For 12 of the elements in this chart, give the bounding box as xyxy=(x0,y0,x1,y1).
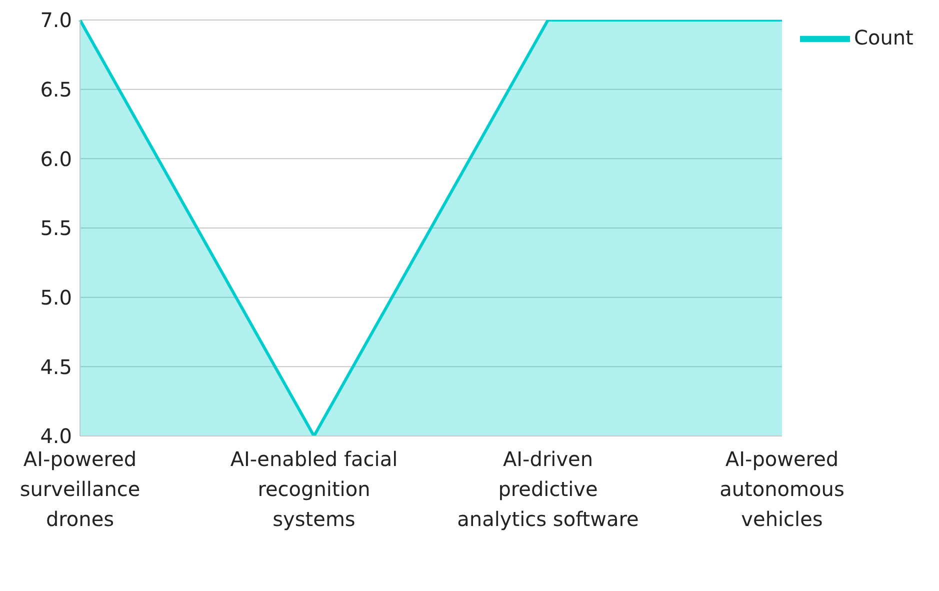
y-tick-label: 6.0 xyxy=(40,146,72,171)
y-tick-label: 7.0 xyxy=(40,8,72,32)
x-tick-label: AI-powered surveillance drones xyxy=(20,447,140,531)
legend-label: Count xyxy=(854,25,914,50)
x-tick-label: AI-enabled facial recognition systems xyxy=(230,447,398,531)
y-tick-label: 5.5 xyxy=(40,216,72,240)
y-tick-label: 4.0 xyxy=(40,424,72,448)
y-tick-label: 6.5 xyxy=(40,77,72,102)
x-tick-label: AI-driven predictive analytics software xyxy=(457,447,639,531)
y-tick-label: 4.5 xyxy=(40,354,72,379)
x-tick-label: AI-powered autonomous vehicles xyxy=(720,447,844,531)
y-tick-label: 5.0 xyxy=(40,285,72,310)
